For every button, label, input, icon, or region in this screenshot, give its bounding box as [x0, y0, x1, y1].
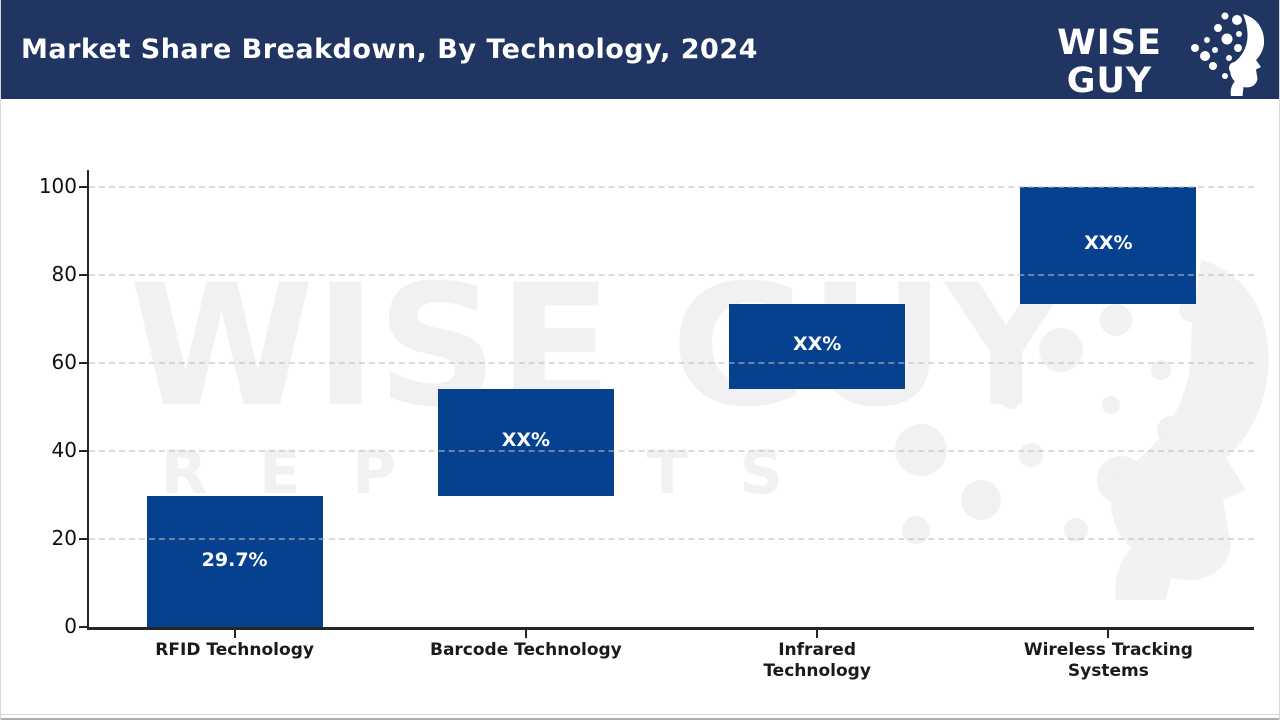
y-tick-label-20: 20 [51, 526, 77, 550]
y-tick-label-40: 40 [51, 438, 77, 462]
y-tick-mark-20 [79, 538, 88, 540]
x-category-label-wireless-tracking-systems: Wireless Tracking Systems [1023, 640, 1193, 681]
brand-logo-text: WISE GUY REPORTS [1017, 24, 1202, 117]
brand-subtitle: REPORTS [1048, 102, 1179, 117]
gridline-20 [89, 538, 1254, 540]
y-tick-mark-100 [79, 186, 88, 188]
gridline-40 [89, 450, 1254, 452]
bar-value-label-infrared-technology: XX% [792, 333, 842, 356]
bar-value-label-barcode-technology: XX% [501, 429, 551, 452]
gridline-60 [89, 362, 1254, 364]
y-tick-mark-0 [79, 626, 88, 628]
bar-rfid-technology [146, 496, 323, 627]
bar-wireless-tracking-systems [1020, 187, 1197, 304]
x-axis-spine [87, 627, 1254, 630]
bar-value-label-wireless-tracking-systems: XX% [1084, 232, 1133, 255]
gridline-100 [89, 186, 1254, 188]
x-tick-mark-wireless-tracking-systems [1107, 630, 1110, 638]
y-tick-label-0: 0 [64, 614, 77, 638]
watermark-dot-head [895, 231, 1269, 600]
bar-value-label-rfid-technology: 29.7% [201, 548, 268, 571]
x-tick-mark-barcode-technology [524, 630, 527, 638]
y-tick-label-60: 60 [51, 350, 77, 374]
y-tick-mark-40 [79, 450, 88, 452]
x-category-label-barcode-technology: Barcode Technology [429, 640, 622, 660]
x-category-label-rfid-technology: RFID Technology [155, 640, 314, 660]
x-category-label-infrared-technology: Infrared Technology [763, 640, 871, 681]
chart-title: Market Share Breakdown, By Technology, 2… [21, 34, 758, 65]
y-tick-mark-80 [79, 274, 88, 276]
gridline-80 [89, 274, 1254, 276]
brand-dot-head-icon [1191, 12, 1265, 96]
bar-infrared-technology [729, 303, 906, 389]
header-bar: Market Share Breakdown, By Technology, 2… [1, 0, 1279, 117]
brand-name: WISE GUY [1057, 23, 1162, 101]
y-tick-mark-60 [79, 362, 88, 364]
y-tick-label-100: 100 [38, 174, 77, 198]
bar-barcode-technology [437, 388, 614, 497]
x-tick-mark-rfid-technology [233, 630, 236, 638]
bottom-divider [1, 714, 1279, 715]
bottom-edge-bar [1, 718, 1279, 720]
y-tick-label-80: 80 [51, 262, 77, 286]
y-axis-spine [87, 170, 89, 629]
x-tick-mark-infrared-technology [816, 630, 819, 638]
brand-logo: WISE GUY REPORTS [1017, 6, 1267, 117]
